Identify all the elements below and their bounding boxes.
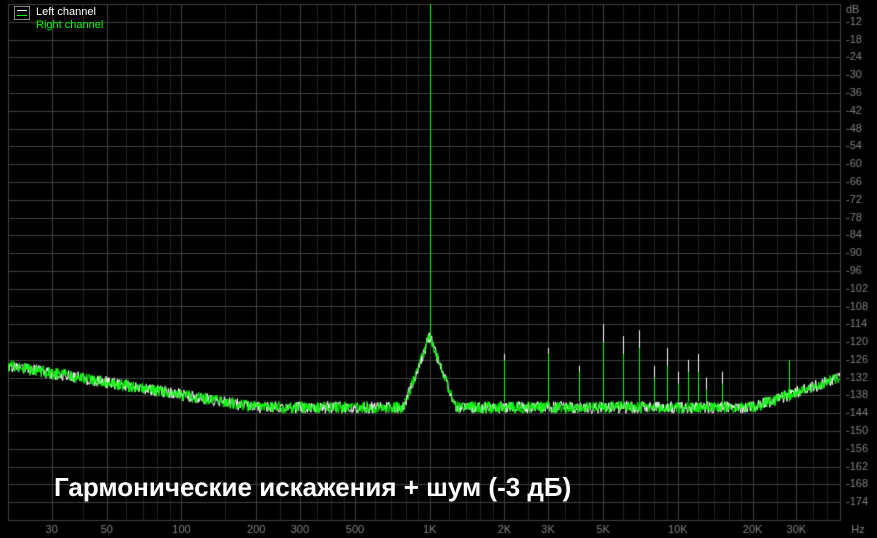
legend-left-label: Left channel bbox=[36, 6, 103, 19]
legend: Left channel Right channel bbox=[14, 6, 103, 32]
legend-swatch-icon bbox=[14, 6, 30, 20]
spectrum-chart bbox=[0, 0, 877, 538]
legend-right-label: Right channel bbox=[36, 19, 103, 32]
chart-title-overlay: Гармонические искажения + шум (-3 дБ) bbox=[54, 472, 571, 503]
